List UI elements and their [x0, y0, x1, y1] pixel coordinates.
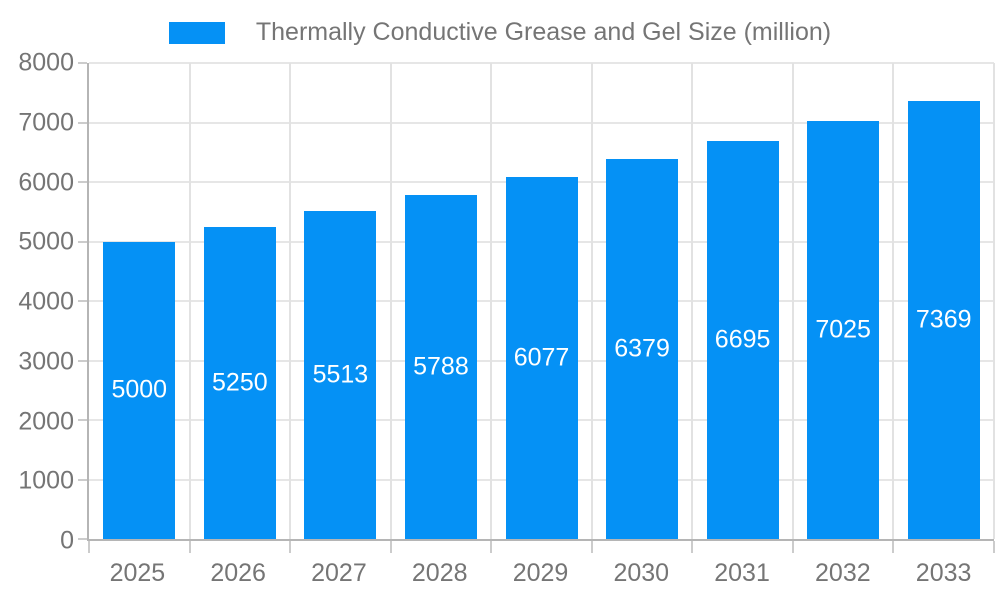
- x-grid-line: [590, 63, 593, 539]
- x-grid-line: [289, 63, 292, 539]
- bar-value-label: 5788: [413, 352, 469, 381]
- y-tick-label: 8000: [18, 48, 74, 77]
- bar[interactable]: 5250: [203, 226, 276, 539]
- plot-area: 5000 5250 5513 5788 6077 6379 6695 7025 7369: [78, 62, 995, 553]
- bar[interactable]: 6077: [505, 177, 578, 539]
- x-grid-line: [188, 63, 191, 539]
- x-grid-line: [490, 63, 493, 539]
- x-tick-label: 2030: [613, 559, 670, 587]
- x-tick-mark: [590, 541, 593, 553]
- x-tick-mark: [791, 541, 794, 553]
- y-grid-line: [89, 121, 994, 124]
- bar-value-label: 6695: [714, 325, 771, 354]
- bar-value-label: 5000: [111, 375, 168, 404]
- x-tick-mark: [993, 541, 995, 553]
- y-tick-label: 7000: [18, 108, 74, 137]
- y-tick-mark: [78, 121, 87, 124]
- y-tick-mark: [78, 478, 87, 481]
- x-grid-line: [791, 63, 794, 539]
- x-tick-mark: [88, 541, 90, 553]
- chart-legend: Thermally Conductive Grease and Gel Size…: [0, 18, 1000, 47]
- y-tick-label: 2000: [18, 407, 74, 435]
- y-tick-mark: [78, 300, 87, 302]
- x-axis: 2025 2026 2027 2028 2029 2030 2031 2032 2033: [87, 543, 994, 593]
- x-tick-label: 2032: [815, 559, 871, 587]
- bar-value-label: 5250: [212, 368, 268, 397]
- x-grid-line: [389, 63, 392, 539]
- x-grid-line: [993, 63, 995, 539]
- x-tick-mark: [490, 541, 493, 553]
- y-tick-label: 0: [60, 526, 74, 555]
- x-grid-line: [691, 63, 694, 539]
- x-tick-mark: [188, 541, 191, 553]
- y-tick-label: 3000: [18, 347, 74, 376]
- bar[interactable]: 6379: [606, 159, 679, 539]
- bar[interactable]: 7025: [807, 121, 880, 539]
- x-tick-label: 2029: [512, 559, 569, 587]
- y-tick-mark: [78, 62, 87, 64]
- bar-value-label: 5513: [312, 360, 369, 389]
- legend-swatch: [168, 21, 225, 44]
- bar-value-label: 6077: [513, 343, 570, 372]
- y-tick-mark: [78, 538, 87, 540]
- bar[interactable]: 5513: [304, 210, 377, 539]
- x-tick-mark: [389, 541, 392, 553]
- x-grid-line: [892, 63, 895, 539]
- y-tick-label: 4000: [18, 287, 74, 316]
- y-tick-label: 5000: [18, 227, 74, 256]
- bar[interactable]: 6695: [706, 140, 779, 539]
- y-tick-mark: [78, 240, 87, 243]
- y-grid-line: [89, 62, 994, 64]
- y-tick-mark: [78, 359, 87, 362]
- x-tick-label: 2025: [109, 559, 166, 587]
- x-tick-label: 2033: [915, 559, 972, 587]
- y-tick-mark: [78, 419, 87, 421]
- y-axis: 0 1000 2000 3000 4000 5000 6000 7000 8000: [0, 49, 74, 555]
- x-tick-mark: [289, 541, 292, 553]
- y-tick-label: 6000: [18, 168, 74, 196]
- bar-value-label: 6379: [614, 334, 670, 363]
- bar[interactable]: 5000: [103, 241, 176, 539]
- x-tick-mark: [691, 541, 694, 553]
- x-tick-label: 2028: [411, 559, 468, 587]
- bar-value-label: 7369: [915, 305, 972, 334]
- bar[interactable]: 7369: [907, 100, 980, 539]
- x-tick-label: 2026: [210, 559, 266, 587]
- x-tick-mark: [892, 541, 895, 553]
- bar-value-label: 7025: [815, 315, 871, 344]
- legend-label: Thermally Conductive Grease and Gel Size…: [255, 18, 832, 46]
- x-tick-label: 2027: [311, 559, 367, 587]
- y-tick-label: 1000: [18, 466, 74, 495]
- bar[interactable]: 5788: [404, 194, 477, 539]
- y-tick-mark: [78, 181, 87, 183]
- x-tick-label: 2031: [714, 559, 770, 587]
